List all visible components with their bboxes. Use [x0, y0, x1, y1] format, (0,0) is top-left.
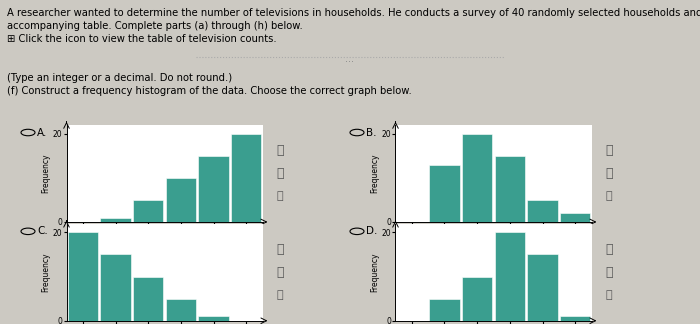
Text: C.: C. — [37, 226, 48, 236]
Y-axis label: Frequency: Frequency — [370, 154, 379, 193]
Bar — [528, 200, 557, 222]
Bar — [101, 254, 130, 321]
Bar — [133, 200, 163, 222]
X-axis label: Number of Televisions: Number of Televisions — [452, 238, 536, 247]
Bar — [68, 232, 98, 321]
Bar — [231, 133, 261, 222]
Text: (f) Construct a frequency histogram of the data. Choose the correct graph below.: (f) Construct a frequency histogram of t… — [7, 86, 412, 96]
Bar — [133, 277, 163, 321]
Text: ⧉: ⧉ — [606, 191, 612, 201]
Text: ⌕: ⌕ — [276, 266, 284, 279]
Bar — [199, 156, 228, 222]
Text: ⌕: ⌕ — [606, 167, 612, 180]
X-axis label: Number of Televisions: Number of Televisions — [122, 238, 206, 247]
Text: ⌕: ⌕ — [606, 243, 612, 256]
Text: ⧉: ⧉ — [276, 290, 284, 300]
Text: accompanying table. Complete parts (a) through (h) below.: accompanying table. Complete parts (a) t… — [7, 21, 302, 31]
Bar — [101, 217, 130, 222]
Bar — [560, 316, 590, 321]
Text: (Type an integer or a decimal. Do not round.): (Type an integer or a decimal. Do not ro… — [7, 73, 232, 83]
Text: D.: D. — [366, 226, 377, 236]
Bar — [528, 254, 557, 321]
Bar — [166, 178, 196, 222]
Text: ...: ... — [346, 53, 354, 64]
Bar — [560, 213, 590, 222]
Bar — [462, 277, 492, 321]
Bar — [199, 316, 228, 321]
Text: A researcher wanted to determine the number of televisions in households. He con: A researcher wanted to determine the num… — [7, 8, 700, 18]
Text: B.: B. — [366, 128, 377, 137]
Bar — [495, 232, 525, 321]
Bar — [430, 165, 459, 222]
Text: ⧉: ⧉ — [276, 191, 284, 201]
Y-axis label: Frequency: Frequency — [41, 154, 50, 193]
Text: ⊞ Click the icon to view the table of television counts.: ⊞ Click the icon to view the table of te… — [7, 34, 276, 44]
Text: ⌕: ⌕ — [276, 243, 284, 256]
Y-axis label: Frequency: Frequency — [370, 252, 379, 292]
Bar — [462, 133, 492, 222]
Text: ⌕: ⌕ — [276, 167, 284, 180]
Text: A.: A. — [37, 128, 48, 137]
Y-axis label: Frequency: Frequency — [41, 252, 50, 292]
Text: ⌕: ⌕ — [606, 144, 612, 157]
Bar — [430, 299, 459, 321]
Text: ⧉: ⧉ — [606, 290, 612, 300]
Bar — [495, 156, 525, 222]
Text: ⌕: ⌕ — [276, 144, 284, 157]
Bar — [166, 299, 196, 321]
Text: ⌕: ⌕ — [606, 266, 612, 279]
